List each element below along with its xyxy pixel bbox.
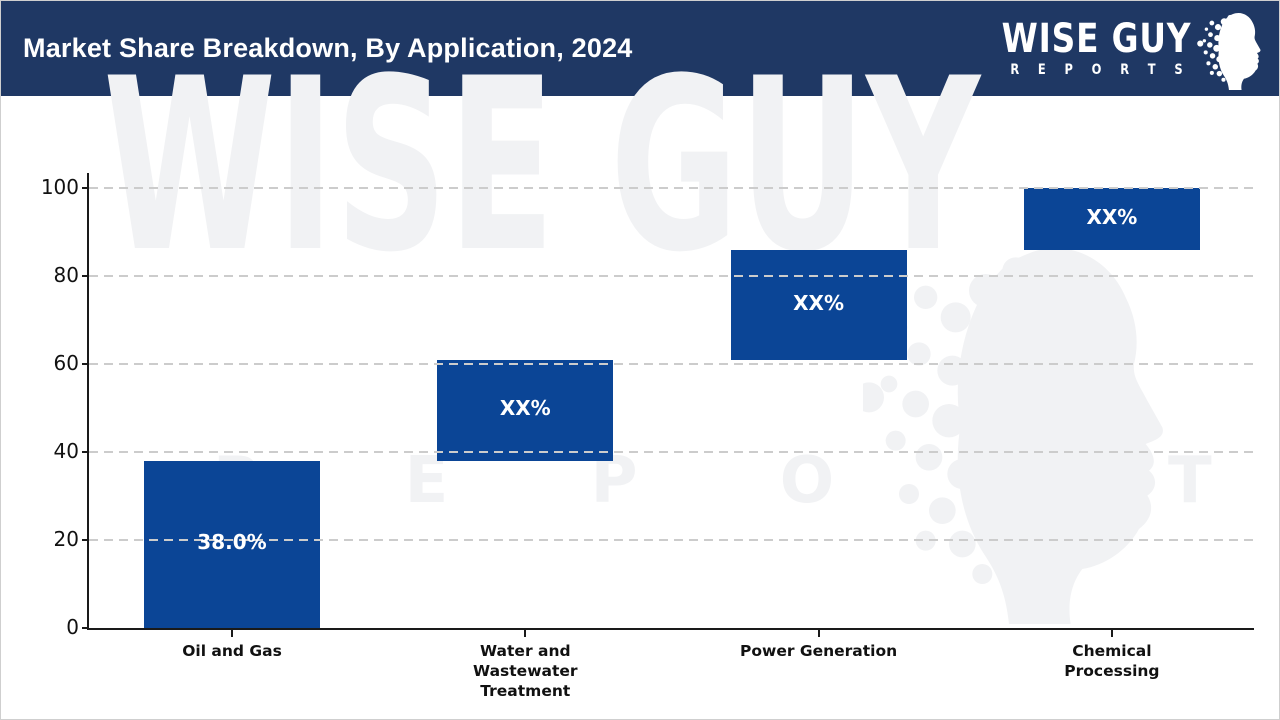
gridline [89,539,1254,541]
y-tick-label: 100 [40,175,79,199]
x-tick-mark [231,630,233,637]
x-tick-mark [1110,630,1113,637]
y-tick-mark [82,451,89,453]
bar-1 [144,460,320,628]
y-tick-label: 80 [53,263,79,287]
y-tick-label: 60 [53,351,79,375]
y-tick-mark [82,627,89,629]
bar-3 [730,249,907,360]
y-tick-label: 20 [53,527,79,551]
gridline [89,275,1254,277]
x-axis [87,628,1254,630]
y-tick-mark [82,187,89,189]
y-tick-label: 40 [53,439,79,463]
category-label: Oil and Gas [182,642,282,660]
bar-2 [437,359,614,461]
y-tick-label: 0 [66,615,79,639]
header-bar: Market Share Breakdown, By Application, … [1,1,1279,96]
bar-value-label: XX% [499,396,551,421]
y-tick-mark [82,539,89,541]
watermark-wiseguy-text: WISE GUY [103,28,981,305]
category-label: Water and Wastewater Treatment [473,642,578,700]
bar-4 [1023,188,1200,250]
bar-value-label: XX% [1086,204,1138,229]
category-label: Chemical Processing [1064,642,1160,680]
y-axis [87,173,89,630]
wise-guy-reports-logo: WISE GUY R E P O R T S [960,8,1267,90]
category-label: Power Generation [740,642,898,660]
gridline [89,187,1254,189]
y-tick-mark [82,363,89,365]
bar-value-label: 38.0% [197,530,267,555]
y-tick-mark [82,275,89,277]
gridline [89,363,1254,365]
chart-area: WISE GUY R E P O R T S 02040608010038.0%… [1,48,1279,719]
x-tick-mark [817,630,820,637]
logo-text: WISE GUY R E P O R T S [1001,19,1191,78]
page-title: Market Share Breakdown, By Application, … [23,33,633,63]
bar-value-label: XX% [793,290,845,315]
logo-secondary-text: R E P O R T S [1009,62,1190,78]
logo-primary-text: WISE GUY [1001,16,1191,62]
x-tick-mark [524,630,527,637]
gridline [89,451,1254,453]
